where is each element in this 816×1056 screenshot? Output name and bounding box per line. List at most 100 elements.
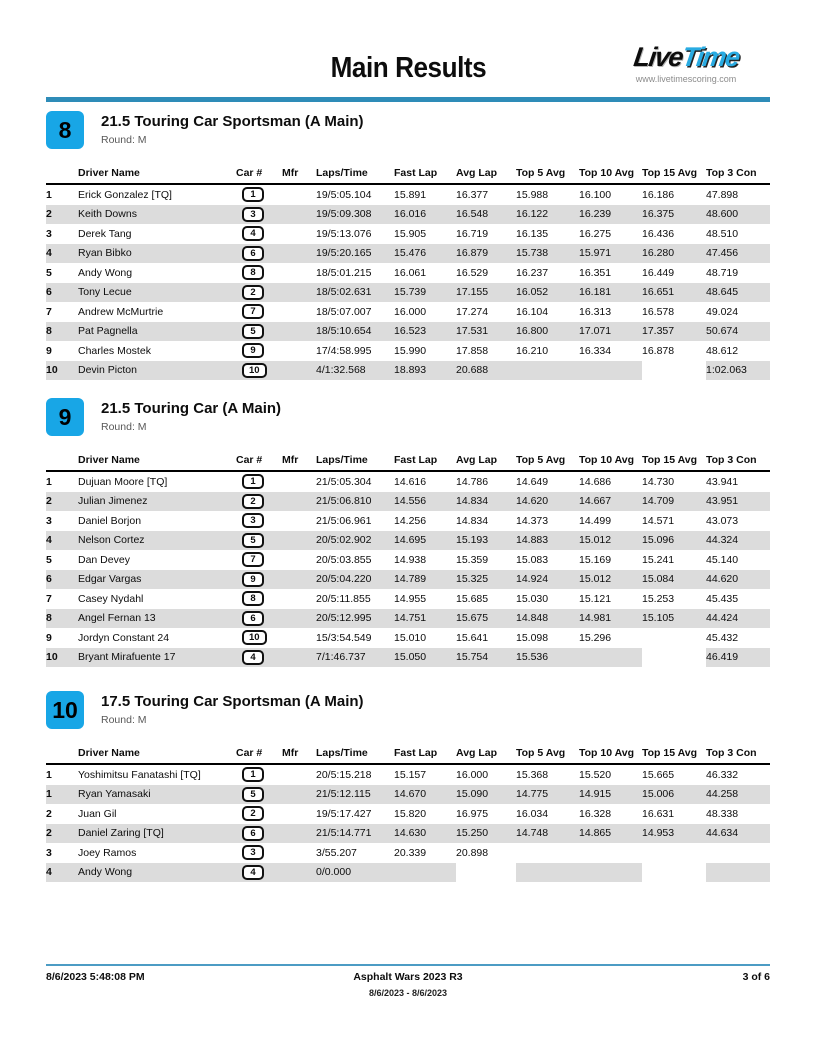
top10-avg-cell: 16.328 (579, 807, 612, 820)
driver-name-cell: Daniel Borjon (78, 514, 142, 527)
race-number-badge: 8 (46, 111, 84, 149)
top10-avg-cell: 15.296 (579, 631, 612, 644)
top10-avg-cell: 15.971 (579, 243, 642, 263)
avg-lap-cell: 20.688 (456, 360, 516, 380)
table-row: 2 Juan Gil 2 19/5:17.427 15.820 16.975 16.034 1… (46, 804, 770, 824)
top5-avg-cell: 14.649 (516, 475, 549, 488)
car-number-badge: 9 (242, 571, 264, 587)
avg-lap-cell: 15.359 (456, 553, 489, 566)
results-section: 10 17.5 Touring Car Sportsman (A Main) Rou… (46, 691, 770, 882)
top3-con-cell: 44.324 (706, 530, 770, 550)
mfr-cell (282, 491, 316, 511)
top15-avg-cell: 16.631 (642, 807, 675, 820)
table-row: 10 Devin Picton 10 4/1:32.568 18.893 20.688 1:… (46, 360, 770, 380)
top5-avg-cell: 15.536 (516, 647, 579, 667)
position-cell: 3 (46, 514, 52, 527)
fast-lap-cell: 15.739 (394, 282, 456, 302)
avg-lap-cell: 17.531 (456, 321, 516, 341)
mfr-cell (282, 224, 316, 244)
results-table: Driver Name Car # Mfr Laps/Time Fast Lap Avg … (46, 163, 770, 380)
header-divider-rule (46, 97, 770, 102)
car-number-cell: 3 (236, 511, 282, 531)
top10-avg-cell: 15.121 (579, 592, 612, 605)
results-section: 9 21.5 Touring Car (A Main) Round: M Driver… (46, 398, 770, 667)
column-header: Car # (236, 747, 263, 759)
avg-lap-cell: 20.898 (456, 846, 489, 859)
laps-time-cell: 20/5:04.220 (316, 569, 394, 589)
top5-avg-cell: 14.373 (516, 514, 549, 527)
fast-lap-cell: 15.905 (394, 227, 427, 240)
top3-con-cell: 44.620 (706, 569, 770, 589)
table-row: 2 Keith Downs 3 19/5:09.308 16.016 16.548 16.1… (46, 204, 770, 224)
car-number-cell: 3 (236, 843, 282, 863)
position-cell: 1 (46, 475, 52, 488)
top5-avg-cell: 14.848 (516, 608, 579, 628)
page-title: Main Results (0, 52, 816, 85)
top15-avg-cell: 15.241 (642, 553, 675, 566)
top15-avg-cell: 14.953 (642, 823, 706, 843)
top3-con-cell: 46.332 (706, 768, 739, 781)
car-number-cell: 10 (236, 628, 282, 648)
position-cell: 6 (46, 569, 78, 589)
laps-time-cell: 17/4:58.995 (316, 344, 372, 357)
logo-time-text: Time (679, 42, 741, 72)
fast-lap-cell: 15.010 (394, 631, 427, 644)
top10-avg-cell: 14.686 (579, 475, 612, 488)
car-number-badge: 10 (242, 630, 267, 646)
top15-avg-cell: 15.105 (642, 608, 706, 628)
fast-lap-cell: 14.751 (394, 608, 456, 628)
car-number-cell: 1 (236, 765, 282, 785)
laps-time-cell: 19/5:05.104 (316, 188, 372, 201)
fast-lap-cell: 16.000 (394, 305, 427, 318)
top3-con-cell: 46.419 (706, 647, 770, 667)
position-cell: 4 (46, 243, 78, 263)
top10-avg-cell: 16.239 (579, 204, 642, 224)
top3-con-cell: 47.898 (706, 188, 739, 201)
page-title-text: Main Results (330, 52, 486, 84)
driver-name-cell: Charles Mostek (78, 344, 151, 357)
top5-avg-cell: 15.988 (516, 188, 549, 201)
car-number-cell: 6 (236, 243, 282, 263)
driver-name-cell: Angel Fernan 13 (78, 608, 236, 628)
footer-date-range: 8/6/2023 - 8/6/2023 (368, 988, 448, 998)
position-cell: 3 (46, 846, 52, 859)
car-number-cell: 2 (236, 491, 282, 511)
car-number-badge: 1 (242, 767, 264, 783)
section-header: 9 21.5 Touring Car (A Main) Round: M (46, 398, 770, 436)
top10-avg-cell: 14.865 (579, 823, 642, 843)
top10-avg-cell: 14.667 (579, 491, 642, 511)
car-number-badge: 7 (242, 304, 264, 320)
avg-lap-cell: 16.975 (456, 807, 489, 820)
driver-name-cell: Daniel Zaring [TQ] (78, 823, 236, 843)
column-header: Top 15 Avg (642, 454, 698, 466)
column-header: Top 3 Con (706, 454, 757, 466)
top15-avg-cell: 16.449 (642, 266, 675, 279)
top5-avg-cell (516, 862, 579, 882)
driver-name-cell: Andy Wong (78, 266, 133, 279)
top15-avg-cell: 15.665 (642, 768, 675, 781)
top3-con-cell: 45.435 (706, 592, 739, 605)
driver-name-cell: Tony Lecue (78, 282, 236, 302)
car-number-cell: 9 (236, 569, 282, 589)
fast-lap-cell: 14.256 (394, 514, 427, 527)
top5-avg-cell: 14.924 (516, 569, 579, 589)
mfr-cell (282, 530, 316, 550)
laps-time-cell: 19/5:20.165 (316, 243, 394, 263)
laps-time-cell: 0/0.000 (316, 862, 394, 882)
car-number-badge: 3 (242, 206, 264, 222)
top3-con-cell (706, 843, 770, 863)
section-titles: 21.5 Touring Car Sportsman (A Main) Round… (101, 111, 364, 146)
top3-con-cell: 44.634 (706, 823, 770, 843)
car-number-badge: 5 (242, 532, 264, 548)
table-row: 9 Charles Mostek 9 17/4:58.995 15.990 17.858 1… (46, 341, 770, 361)
section-titles: 21.5 Touring Car (A Main) Round: M (101, 398, 281, 433)
driver-name-cell: Casey Nydahl (78, 592, 144, 605)
avg-lap-cell: 15.193 (456, 530, 516, 550)
top3-con-cell: 48.612 (706, 344, 739, 357)
mfr-cell (282, 360, 316, 380)
mfr-cell (282, 569, 316, 589)
car-number-cell: 1 (236, 185, 282, 205)
top5-avg-cell: 16.122 (516, 204, 579, 224)
car-number-badge: 4 (242, 226, 264, 242)
car-number-badge: 2 (242, 806, 264, 822)
